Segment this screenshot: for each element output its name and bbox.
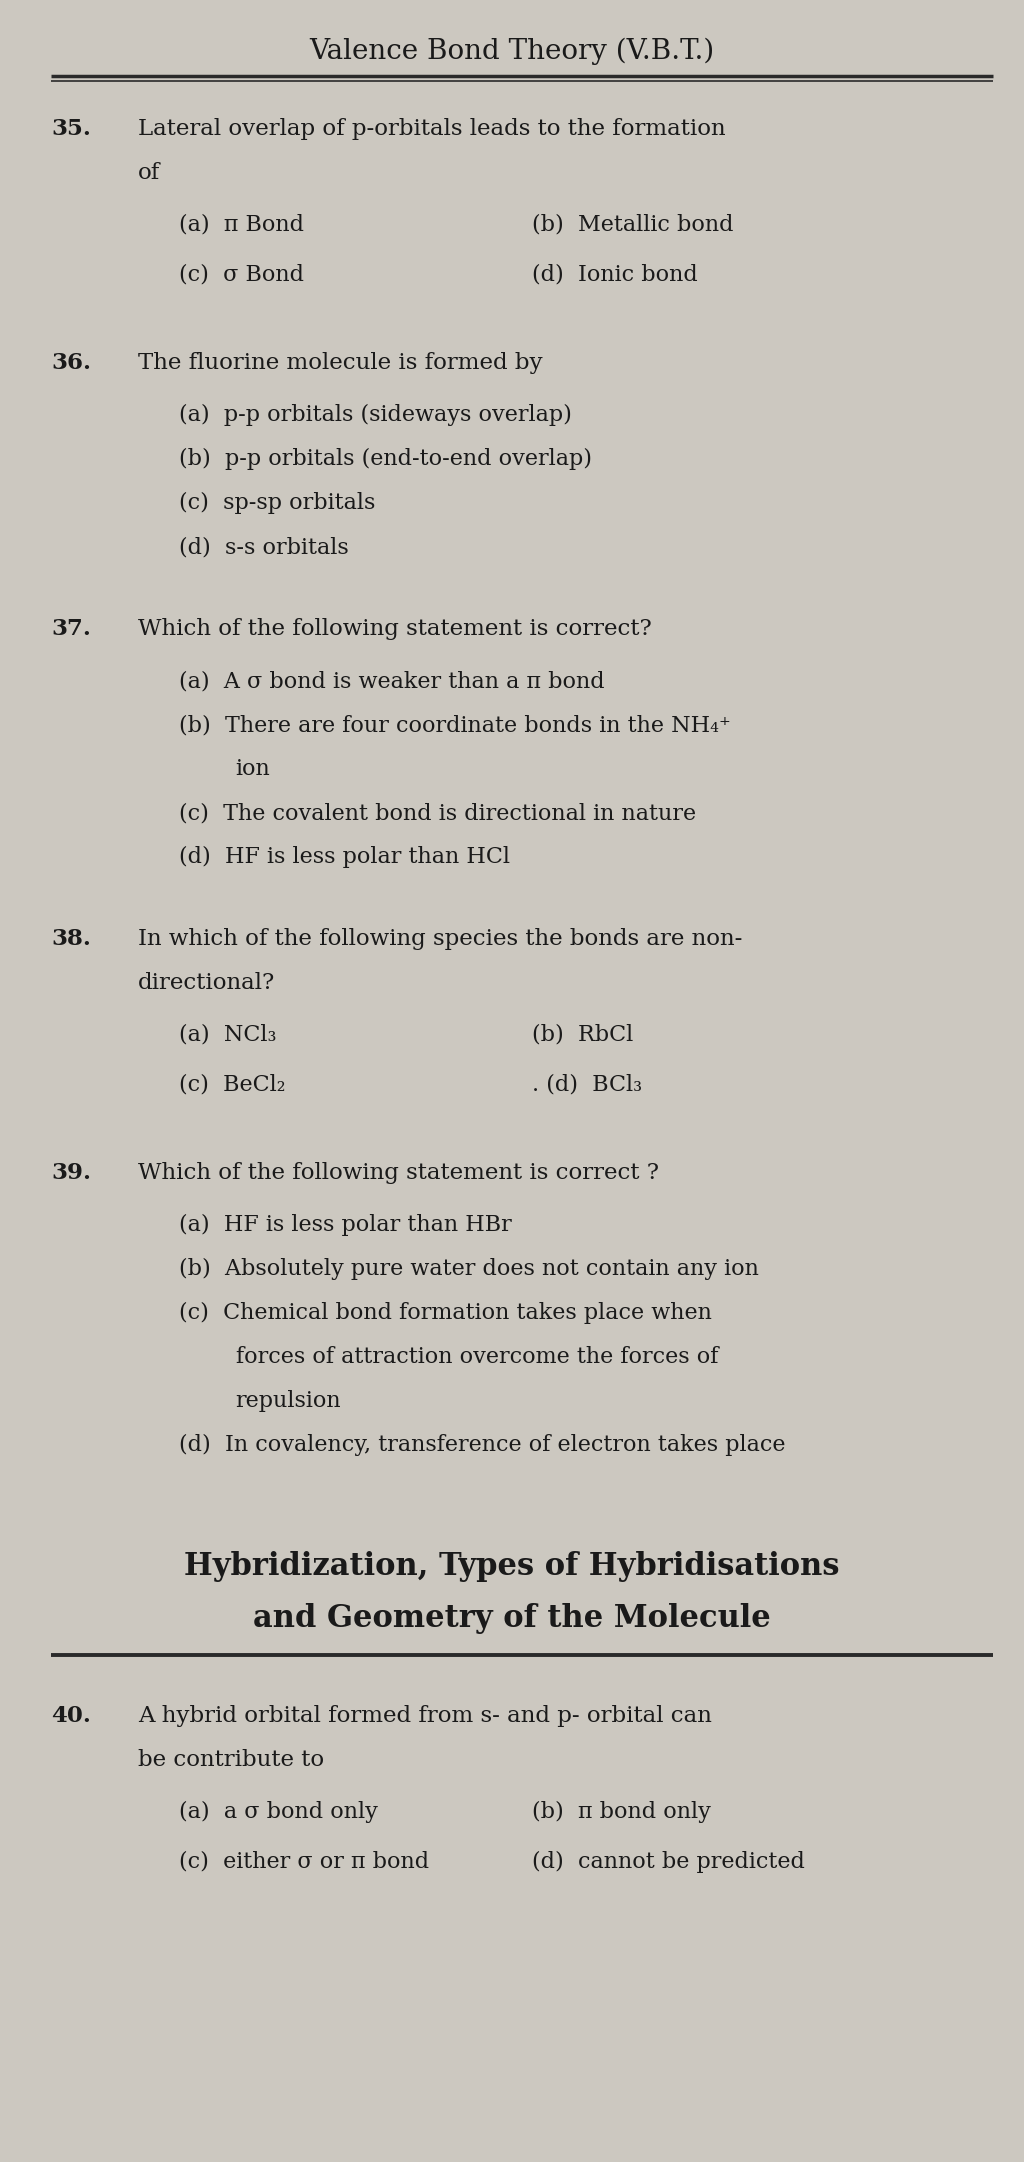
Text: The fluorine molecule is formed by: The fluorine molecule is formed by — [138, 352, 543, 374]
Text: (a)  A σ bond is weaker than a π bond: (a) A σ bond is weaker than a π bond — [179, 670, 605, 692]
Text: (d)  cannot be predicted: (d) cannot be predicted — [532, 1851, 805, 1872]
Text: (d)  HF is less polar than HCl: (d) HF is less polar than HCl — [179, 845, 510, 869]
Text: (b)  Absolutely pure water does not contain any ion: (b) Absolutely pure water does not conta… — [179, 1258, 759, 1280]
Text: (c)  Chemical bond formation takes place when: (c) Chemical bond formation takes place … — [179, 1302, 712, 1323]
Text: (c)  BeCl₂: (c) BeCl₂ — [179, 1075, 286, 1096]
Text: Hybridization, Types of Hybridisations: Hybridization, Types of Hybridisations — [184, 1550, 840, 1583]
Text: ion: ion — [236, 759, 270, 780]
Text: 35.: 35. — [51, 119, 91, 141]
Text: (d)  Ionic bond: (d) Ionic bond — [532, 264, 698, 285]
Text: (b)  Metallic bond: (b) Metallic bond — [532, 214, 734, 236]
Text: 40.: 40. — [51, 1706, 91, 1727]
Text: (c)  sp-sp orbitals: (c) sp-sp orbitals — [179, 493, 376, 515]
Text: (a)  NCl₃: (a) NCl₃ — [179, 1025, 276, 1046]
Text: repulsion: repulsion — [236, 1390, 341, 1412]
Text: (d)  In covalency, transference of electron takes place: (d) In covalency, transference of electr… — [179, 1433, 785, 1455]
Text: 39.: 39. — [51, 1161, 91, 1185]
Text: (c)  σ Bond: (c) σ Bond — [179, 264, 304, 285]
Text: 36.: 36. — [51, 352, 91, 374]
Text: (c)  either σ or π bond: (c) either σ or π bond — [179, 1851, 429, 1872]
Text: A hybrid orbital formed from s- and p- orbital can: A hybrid orbital formed from s- and p- o… — [138, 1706, 712, 1727]
Text: (c)  The covalent bond is directional in nature: (c) The covalent bond is directional in … — [179, 802, 696, 824]
Text: (a)  a σ bond only: (a) a σ bond only — [179, 1801, 378, 1823]
Text: In which of the following species the bonds are non-: In which of the following species the bo… — [138, 927, 742, 949]
Text: of: of — [138, 162, 161, 184]
Text: forces of attraction overcome the forces of: forces of attraction overcome the forces… — [236, 1347, 718, 1369]
Text: Which of the following statement is correct?: Which of the following statement is corr… — [138, 618, 652, 640]
Text: . (d)  BCl₃: . (d) BCl₃ — [532, 1075, 643, 1096]
Text: be contribute to: be contribute to — [138, 1749, 325, 1771]
Text: (b)  RbCl: (b) RbCl — [532, 1025, 634, 1046]
Text: 37.: 37. — [51, 618, 91, 640]
Text: 38.: 38. — [51, 927, 91, 949]
Text: (b)  π bond only: (b) π bond only — [532, 1801, 712, 1823]
Text: (b)  There are four coordinate bonds in the NH₄⁺: (b) There are four coordinate bonds in t… — [179, 713, 731, 735]
Text: (a)  p-p orbitals (sideways overlap): (a) p-p orbitals (sideways overlap) — [179, 404, 572, 426]
Text: Valence Bond Theory (V.B.T.): Valence Bond Theory (V.B.T.) — [309, 39, 715, 65]
Text: and Geometry of the Molecule: and Geometry of the Molecule — [253, 1602, 771, 1634]
Text: (a)  π Bond: (a) π Bond — [179, 214, 304, 236]
Text: Lateral overlap of p-orbitals leads to the formation: Lateral overlap of p-orbitals leads to t… — [138, 119, 726, 141]
Text: (b)  p-p orbitals (end-to-end overlap): (b) p-p orbitals (end-to-end overlap) — [179, 448, 592, 469]
Text: (d)  s-s orbitals: (d) s-s orbitals — [179, 536, 349, 558]
Text: directional?: directional? — [138, 973, 275, 995]
Text: (a)  HF is less polar than HBr: (a) HF is less polar than HBr — [179, 1215, 512, 1237]
Text: Which of the following statement is correct ?: Which of the following statement is corr… — [138, 1161, 659, 1185]
